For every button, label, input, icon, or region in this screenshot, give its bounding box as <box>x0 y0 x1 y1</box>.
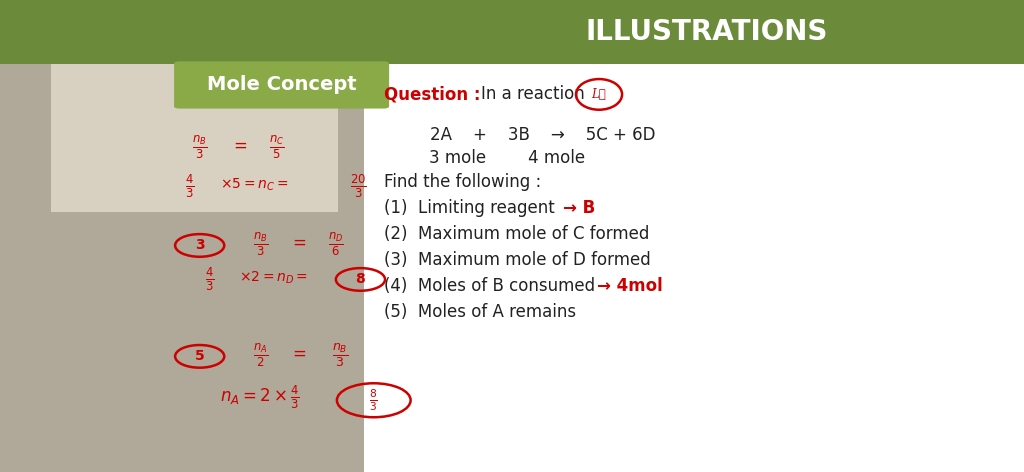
Text: Mole Concept: Mole Concept <box>207 76 356 94</box>
Text: Question :: Question : <box>384 85 480 103</box>
Text: $\frac{20}{3}$: $\frac{20}{3}$ <box>350 173 367 200</box>
Text: =: = <box>292 234 306 252</box>
Text: L४: L४ <box>592 88 606 101</box>
Text: $\times 5 = n_C =$: $\times 5 = n_C =$ <box>220 177 289 193</box>
FancyBboxPatch shape <box>179 64 384 89</box>
Text: 3: 3 <box>195 238 205 253</box>
FancyBboxPatch shape <box>51 61 338 212</box>
Text: $\frac{n_C}{5}$: $\frac{n_C}{5}$ <box>268 134 285 161</box>
Text: ILLUSTRATIONS: ILLUSTRATIONS <box>586 18 827 46</box>
FancyBboxPatch shape <box>0 0 364 472</box>
Text: (5)  Moles of A remains: (5) Moles of A remains <box>384 303 577 320</box>
Text: $\frac{n_A}{2}$: $\frac{n_A}{2}$ <box>254 341 268 369</box>
Text: (4)  Moles of B consumed: (4) Moles of B consumed <box>384 277 600 295</box>
Text: → 4mol: → 4mol <box>597 277 663 295</box>
Text: =: = <box>292 345 306 362</box>
Text: $\frac{n_B}{3}$: $\frac{n_B}{3}$ <box>254 231 268 258</box>
Text: $\frac{8}{3}$: $\frac{8}{3}$ <box>370 388 378 413</box>
Text: In a reaction: In a reaction <box>481 85 585 103</box>
Text: (3)  Maximum mole of D formed: (3) Maximum mole of D formed <box>384 251 650 269</box>
Text: $\frac{4}{3}$: $\frac{4}{3}$ <box>184 173 195 200</box>
Text: 2A    +    3B    →    5C + 6D: 2A + 3B → 5C + 6D <box>430 126 655 143</box>
Text: (1)  Limiting reagent: (1) Limiting reagent <box>384 199 560 217</box>
Text: $\times 2 = n_D =$: $\times 2 = n_D =$ <box>239 270 307 286</box>
Text: 8: 8 <box>355 272 366 287</box>
FancyBboxPatch shape <box>179 89 384 106</box>
Text: (2)  Maximum mole of C formed: (2) Maximum mole of C formed <box>384 225 649 243</box>
Text: $\frac{n_B}{3}$: $\frac{n_B}{3}$ <box>332 341 348 369</box>
Text: $\frac{4}{3}$: $\frac{4}{3}$ <box>205 266 215 293</box>
FancyBboxPatch shape <box>174 61 389 109</box>
Text: =: = <box>233 136 248 154</box>
FancyBboxPatch shape <box>364 64 1024 472</box>
Text: $\frac{n_B}{3}$: $\frac{n_B}{3}$ <box>193 134 207 161</box>
Text: $\frac{n_D}{6}$: $\frac{n_D}{6}$ <box>328 231 344 258</box>
Text: 3 mole        4 mole: 3 mole 4 mole <box>429 149 585 167</box>
Text: 5: 5 <box>195 349 205 363</box>
Text: $n_A = 2\times\frac{4}{3}$: $n_A = 2\times\frac{4}{3}$ <box>220 384 300 411</box>
Text: Find the following :: Find the following : <box>384 173 542 191</box>
Text: → B: → B <box>563 199 595 217</box>
FancyBboxPatch shape <box>0 0 1024 64</box>
